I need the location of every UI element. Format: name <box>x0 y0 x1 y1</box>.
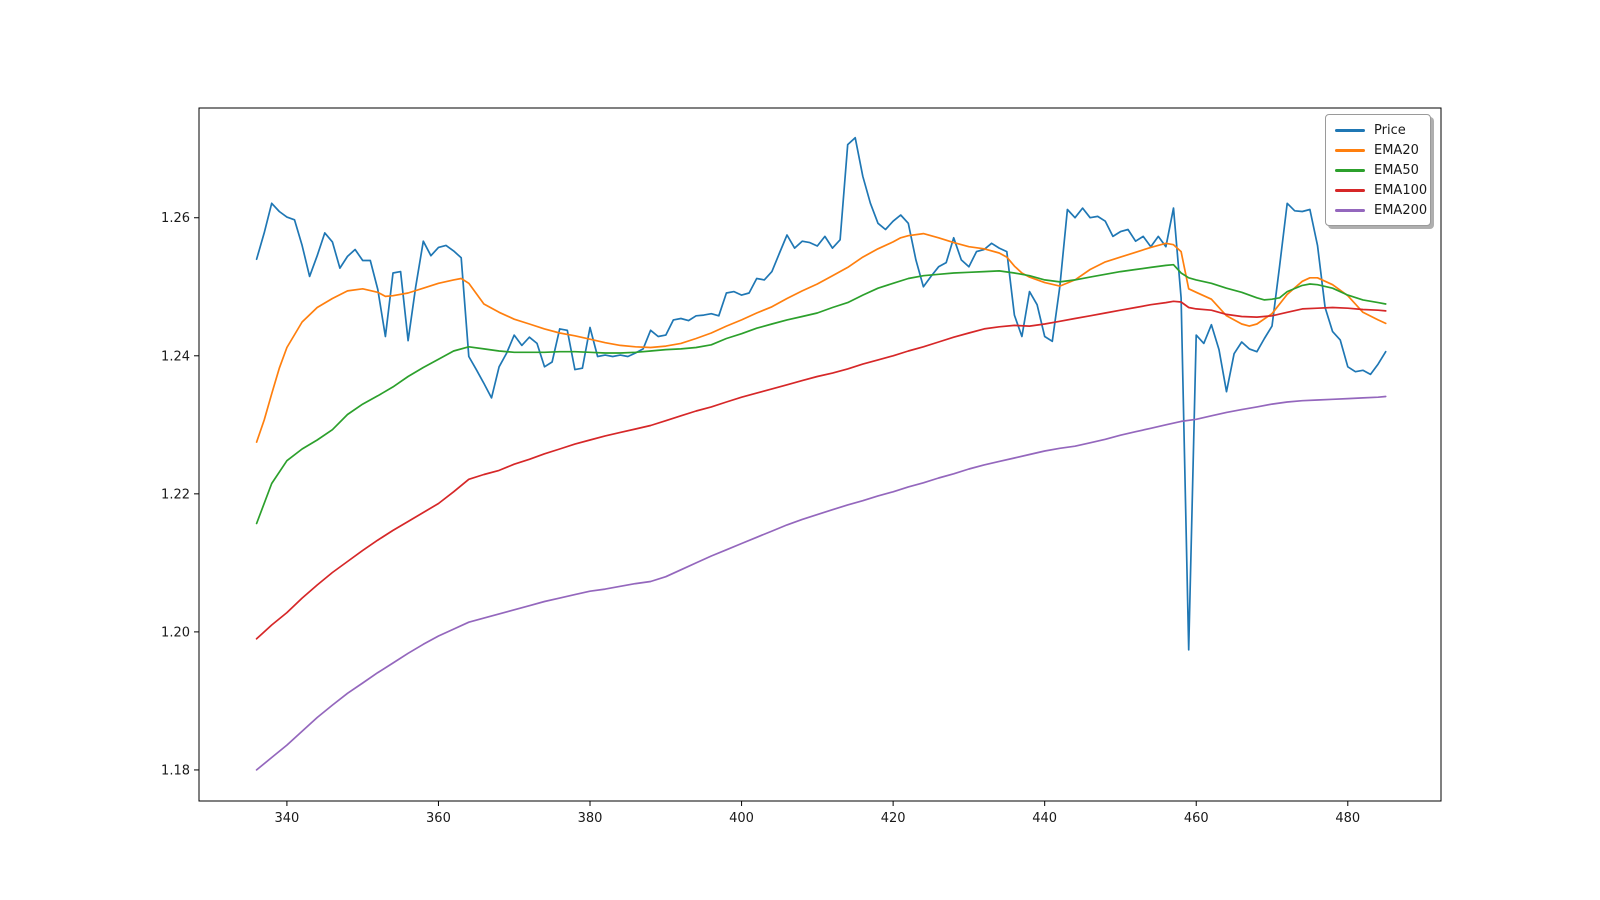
series-line-price <box>255 136 1387 651</box>
legend-swatch-ema100 <box>1335 188 1365 192</box>
legend-label: EMA200 <box>1374 202 1428 218</box>
legend-item-ema100: EMA100 <box>1335 180 1427 200</box>
y-tick-label: 1.18 <box>161 763 190 778</box>
legend-item-ema50: EMA50 <box>1335 160 1423 180</box>
legend-swatch-ema200 <box>1335 208 1365 212</box>
y-tick-label: 1.22 <box>161 487 190 502</box>
x-tick-label: 400 <box>729 811 754 826</box>
y-tick-label: 1.24 <box>161 349 190 364</box>
legend-swatch-price <box>1335 128 1365 132</box>
legend-swatch-ema50 <box>1335 168 1365 172</box>
legend-swatch-ema20 <box>1335 148 1365 152</box>
x-tick-label: 440 <box>1032 811 1057 826</box>
legend-label: Price <box>1374 122 1406 138</box>
series-line-ema20 <box>255 232 1387 443</box>
legend-item-ema20: EMA20 <box>1335 140 1423 160</box>
x-tick-label: 340 <box>274 811 299 826</box>
y-axis: 1.18 1.20 1.22 1.24 1.26 <box>161 211 199 778</box>
legend-label: EMA20 <box>1374 142 1419 158</box>
x-tick-label: 360 <box>426 811 451 826</box>
x-tick-label: 420 <box>881 811 906 826</box>
legend-item-ema200: EMA200 <box>1335 200 1427 220</box>
y-tick-label: 1.26 <box>161 211 190 226</box>
x-tick-label: 460 <box>1184 811 1209 826</box>
x-axis: 340 360 380 400 420 440 460 480 <box>274 801 1360 826</box>
series-line-ema50 <box>255 263 1387 525</box>
x-tick-label: 480 <box>1335 811 1360 826</box>
plot-area-border <box>198 107 1442 802</box>
series-line-ema100 <box>255 300 1387 640</box>
x-tick-label: 380 <box>578 811 603 826</box>
chart-legend: Price EMA20 EMA50 EMA100 EMA200 <box>1325 114 1431 226</box>
legend-label: EMA50 <box>1374 162 1419 178</box>
series-line-ema200 <box>255 395 1387 771</box>
legend-item-price: Price <box>1335 120 1423 140</box>
y-tick-label: 1.20 <box>161 625 190 640</box>
legend-label: EMA100 <box>1374 182 1428 198</box>
